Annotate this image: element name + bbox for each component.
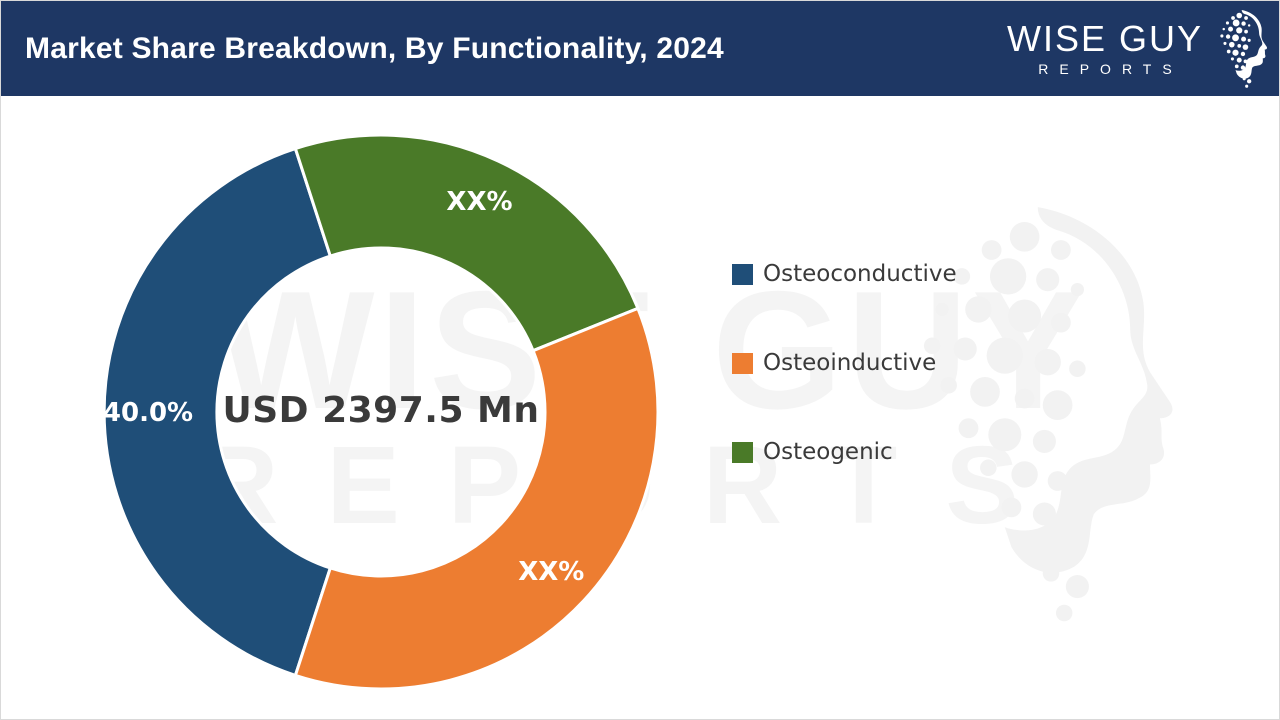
slice-percentage-label: XX% xyxy=(446,187,512,217)
donut-slice-osteoconductive xyxy=(102,147,332,677)
logo-reports-label: REPORTS xyxy=(1038,60,1183,77)
logo-head-icon xyxy=(1220,9,1268,88)
page-title: Market Share Breakdown, By Functionality… xyxy=(25,31,724,65)
logo-wordmark-text: WISE GUY xyxy=(1006,17,1203,59)
legend-item-label: Osteoinductive xyxy=(763,349,937,376)
donut-slice-osteoinductive xyxy=(293,306,660,691)
brand-logo: WISE GUY REPORTS xyxy=(1007,8,1279,90)
legend-item-osteoinductive: Osteoinductive xyxy=(732,350,957,376)
legend-item-label: Osteoconductive xyxy=(763,260,957,287)
logo-wordmark: WISE GUY REPORTS xyxy=(1006,17,1203,77)
legend-item-osteoconductive: Osteoconductive xyxy=(732,261,957,287)
donut-slice-osteogenic xyxy=(293,133,640,353)
legend-swatch xyxy=(732,352,753,374)
chart-center-value: USD 2397.5 Mn xyxy=(222,390,540,431)
slice-percentage-label: XX% xyxy=(518,557,584,587)
legend-item-label: Osteogenic xyxy=(763,438,893,465)
legend-item-osteogenic: Osteogenic xyxy=(732,439,957,465)
legend-swatch xyxy=(732,441,753,463)
slice-percentage-label: 40.0% xyxy=(103,398,193,428)
chart-legend: Osteoconductive Osteoinductive Osteogenic xyxy=(732,261,957,528)
header-bar: Market Share Breakdown, By Functionality… xyxy=(1,1,1279,96)
legend-swatch xyxy=(732,263,753,285)
